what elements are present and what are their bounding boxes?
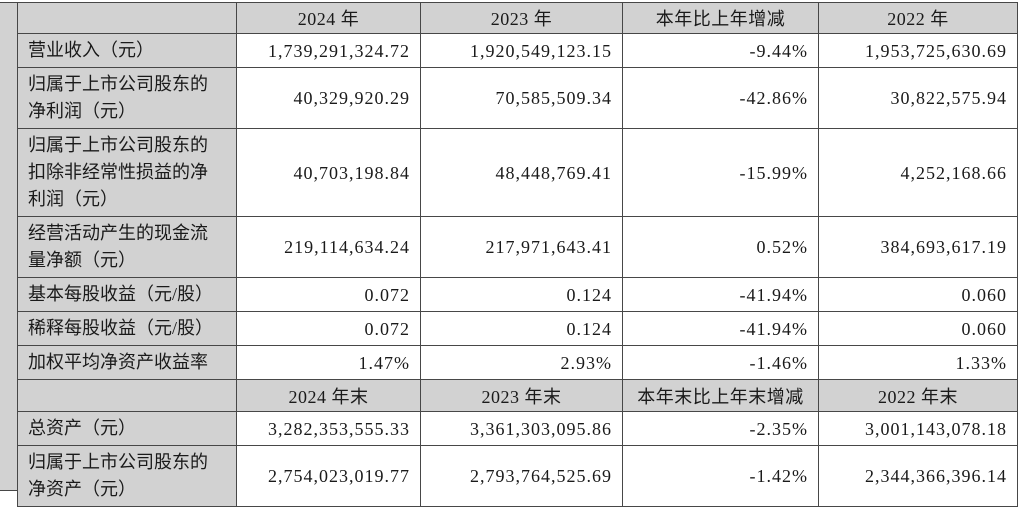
cell-2023: 1,920,549,123.15: [420, 33, 623, 68]
header-blank: [17, 2, 237, 34]
row-label: 稀释每股收益（元/股）: [17, 311, 237, 346]
table-row-diluted-eps: 稀释每股收益（元/股） 0.072 0.124 -41.94% 0.060: [17, 311, 1018, 346]
row-label: 归属于上市公司股东的 净资产（元）: [17, 445, 237, 507]
column-header-2022: 2022 年: [818, 2, 1018, 34]
cell-yoy: -15.99%: [622, 128, 819, 217]
cell-2024: 0.072: [236, 311, 421, 346]
header-row-annual: 2024 年 2023 年 本年比上年增减 2022 年: [17, 2, 1018, 34]
row-label: 归属于上市公司股东的 净利润（元）: [17, 67, 237, 129]
cell-2022: 0.060: [818, 311, 1018, 346]
column-header-yoy-change: 本年比上年增减: [622, 2, 819, 34]
row-label: 经营活动产生的现金流 量净额（元）: [17, 216, 237, 278]
cell-2023: 217,971,643.41: [420, 216, 623, 278]
cell-2024: 219,114,634.24: [236, 216, 421, 278]
cell-2023: 0.124: [420, 277, 623, 312]
column-header-2024: 2024 年: [236, 2, 421, 34]
cell-yoy: -1.46%: [622, 345, 819, 380]
cell-2024: 0.072: [236, 277, 421, 312]
cell-2024: 1.47%: [236, 345, 421, 380]
cell-2024: 40,703,198.84: [236, 128, 421, 217]
column-header-yoy-end-change: 本年末比上年末增减: [622, 379, 819, 412]
cell-2023: 70,585,509.34: [420, 67, 623, 129]
cell-2022: 384,693,617.19: [818, 216, 1018, 278]
cell-yoy: -1.42%: [622, 445, 819, 507]
cell-2022: 30,822,575.94: [818, 67, 1018, 129]
cell-2023: 3,361,303,095.86: [420, 411, 623, 446]
cell-2023: 2,793,764,525.69: [420, 445, 623, 507]
cell-2024: 1,739,291,324.72: [236, 33, 421, 68]
row-label: 营业收入（元）: [17, 33, 237, 68]
cell-yoy: -41.94%: [622, 311, 819, 346]
row-label: 基本每股收益（元/股）: [17, 277, 237, 312]
cell-yoy: -42.86%: [622, 67, 819, 129]
table-row-net-assets: 归属于上市公司股东的 净资产（元） 2,754,023,019.77 2,793…: [17, 445, 1018, 507]
table-row-revenue: 营业收入（元） 1,739,291,324.72 1,920,549,123.1…: [17, 33, 1018, 68]
column-header-2022-end: 2022 年末: [818, 379, 1018, 412]
table-row-weighted-avg-roe: 加权平均净资产收益率 1.47% 2.93% -1.46% 1.33%: [17, 345, 1018, 380]
table-row-net-profit: 归属于上市公司股东的 净利润（元） 40,329,920.29 70,585,5…: [17, 67, 1018, 129]
cell-2023: 0.124: [420, 311, 623, 346]
cell-yoy: 0.52%: [622, 216, 819, 278]
cell-yoy: -9.44%: [622, 33, 819, 68]
row-label: 归属于上市公司股东的 扣除非经常性损益的净 利润（元）: [17, 128, 237, 217]
row-label: 总资产（元）: [17, 411, 237, 446]
row-label: 加权平均净资产收益率: [17, 345, 237, 380]
table-row-operating-cash-flow: 经营活动产生的现金流 量净额（元） 219,114,634.24 217,971…: [17, 216, 1018, 278]
cell-2022: 1,953,725,630.69: [818, 33, 1018, 68]
column-header-2023-end: 2023 年末: [420, 379, 623, 412]
financial-summary-table: 2024 年 2023 年 本年比上年增减 2022 年 营业收入（元） 1,7…: [17, 2, 1018, 507]
header-blank: [17, 379, 237, 412]
cell-2022: 3,001,143,078.18: [818, 411, 1018, 446]
column-header-2023: 2023 年: [420, 2, 623, 34]
cell-2024: 2,754,023,019.77: [236, 445, 421, 507]
cell-2022: 0.060: [818, 277, 1018, 312]
table-row-net-profit-excl-nonrecurring: 归属于上市公司股东的 扣除非经常性损益的净 利润（元） 40,703,198.8…: [17, 128, 1018, 217]
table-row-total-assets: 总资产（元） 3,282,353,555.33 3,361,303,095.86…: [17, 411, 1018, 446]
cell-2022: 1.33%: [818, 345, 1018, 380]
cell-2022: 4,252,168.66: [818, 128, 1018, 217]
cell-2024: 3,282,353,555.33: [236, 411, 421, 446]
table-left-cut-strip: [0, 2, 17, 491]
cell-2023: 2.93%: [420, 345, 623, 380]
column-header-2024-end: 2024 年末: [236, 379, 421, 412]
cell-2024: 40,329,920.29: [236, 67, 421, 129]
cell-yoy: -2.35%: [622, 411, 819, 446]
cell-2023: 48,448,769.41: [420, 128, 623, 217]
header-row-year-end: 2024 年末 2023 年末 本年末比上年末增减 2022 年末: [17, 379, 1018, 412]
table-row-basic-eps: 基本每股收益（元/股） 0.072 0.124 -41.94% 0.060: [17, 277, 1018, 312]
cell-yoy: -41.94%: [622, 277, 819, 312]
cell-2022: 2,344,366,396.14: [818, 445, 1018, 507]
